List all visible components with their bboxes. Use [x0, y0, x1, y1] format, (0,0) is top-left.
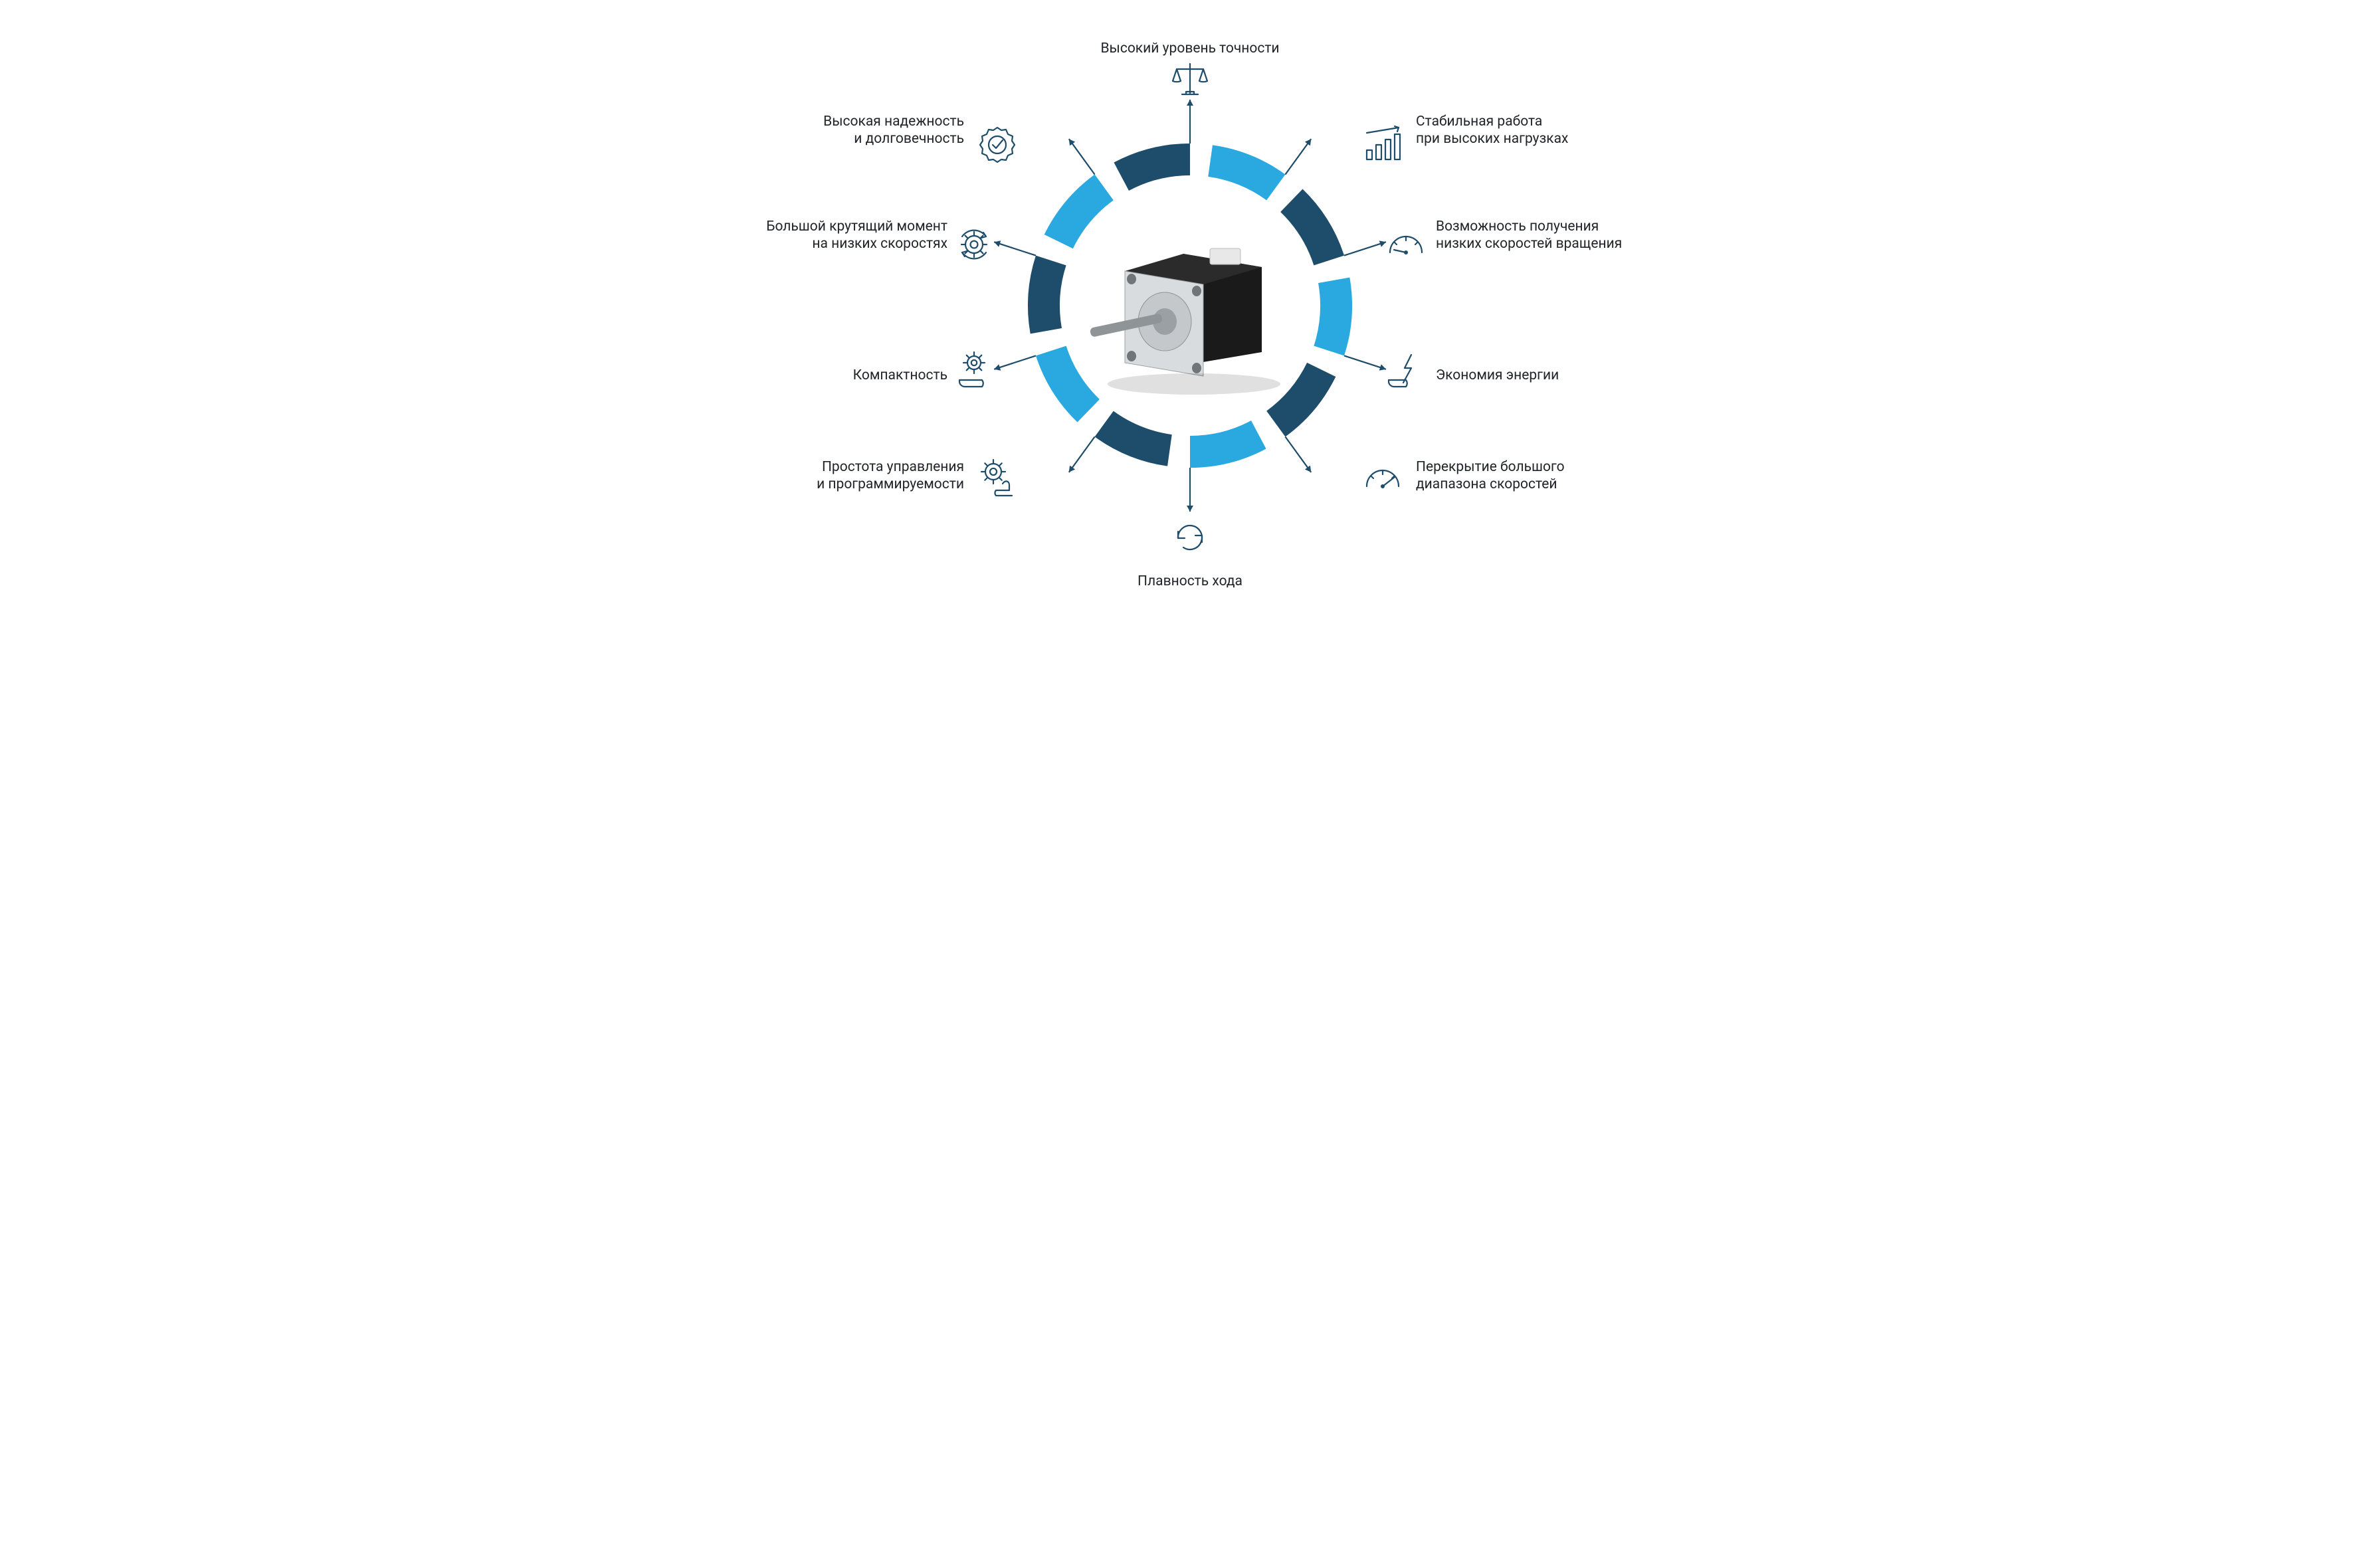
smoothness-label: Плавность хода — [1138, 573, 1242, 590]
speed-range-icon — [1361, 457, 1404, 500]
low-speed-label: Возможность получения низких скоростей в… — [1436, 218, 1622, 253]
accuracy-label: Высокий уровень точности — [1100, 40, 1279, 57]
accuracy-icon — [1169, 58, 1211, 101]
stable-load-icon — [1361, 124, 1404, 166]
reliability-label: Высокая надежность и долговечность — [823, 113, 964, 148]
torque-label: Большой крутящий момент на низких скорос… — [766, 218, 947, 253]
motor-illustration — [1090, 248, 1280, 395]
low-speed-icon — [1385, 223, 1427, 266]
reliability-icon — [976, 124, 1019, 166]
programmable-label: Простота управления и программируемости — [817, 458, 964, 494]
programmable-icon — [976, 457, 1019, 500]
torque-icon — [953, 223, 995, 266]
energy-icon — [1385, 351, 1427, 393]
compact-label: Компактность — [853, 367, 947, 384]
smoothness-icon — [1169, 516, 1211, 558]
speed-range-label: Перекрытие большого диапазона скоростей — [1416, 458, 1565, 494]
stable-load-label: Стабильная работа при высоких нагрузках — [1416, 113, 1568, 148]
radial-diagram: Высокий уровень точности Стабильная работ… — [725, 0, 1655, 605]
compact-icon — [953, 351, 995, 393]
energy-label: Экономия энергии — [1436, 367, 1559, 384]
